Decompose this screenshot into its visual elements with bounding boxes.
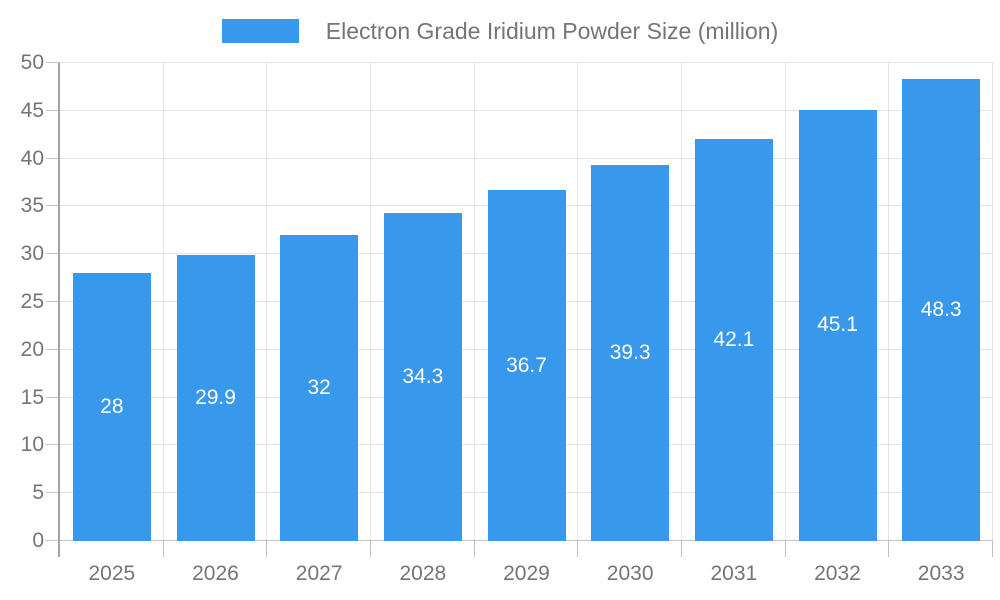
- x-axis-label: 2027: [295, 562, 343, 585]
- y-axis-tick: [46, 109, 60, 111]
- x-axis-label: 2032: [814, 562, 861, 585]
- y-axis-label: 30: [20, 242, 44, 266]
- bar-value-label: 45.1: [817, 313, 858, 337]
- bar-value-label: 42.1: [713, 327, 755, 351]
- v-gridline: [681, 63, 682, 541]
- x-axis-label: 2030: [606, 562, 654, 585]
- y-axis-label: 20: [20, 337, 44, 361]
- x-axis-label: 2025: [88, 562, 136, 585]
- x-axis-tick: [992, 541, 993, 557]
- bar-value-label: 29.9: [195, 386, 236, 410]
- legend[interactable]: Electron Grade Iridium Powder Size (mill…: [0, 17, 1000, 45]
- bar-2027[interactable]: 32: [280, 235, 359, 541]
- y-axis-label: 40: [20, 146, 44, 170]
- y-axis-label: 0: [32, 529, 44, 552]
- h-gridline: [60, 109, 993, 111]
- x-axis-tick: [266, 541, 268, 557]
- x-axis-tick: [162, 541, 164, 557]
- x-axis-label: 2028: [399, 562, 447, 585]
- y-axis-line: [58, 63, 60, 557]
- y-axis-tick: [46, 492, 60, 494]
- bar-value-label: 34.3: [402, 365, 444, 389]
- y-axis-tick: [46, 348, 60, 350]
- bar-value-label: 32: [307, 376, 331, 400]
- x-axis-tick: [577, 541, 579, 557]
- y-axis-tick: [46, 444, 60, 446]
- x-axis-label: 2033: [917, 562, 965, 585]
- y-axis-label: 45: [20, 98, 44, 122]
- y-axis-label: 15: [20, 385, 44, 409]
- y-axis-tick: [46, 253, 60, 255]
- y-axis-label: 25: [20, 290, 44, 313]
- bar-value-label: 28: [100, 395, 124, 419]
- legend-label: Electron Grade Iridium Powder Size (mill…: [325, 18, 779, 44]
- x-axis-tick: [784, 541, 786, 557]
- x-axis-label: 2026: [192, 562, 239, 585]
- x-axis-tick: [370, 541, 371, 557]
- y-axis-label: 10: [20, 433, 44, 457]
- v-gridline: [162, 63, 164, 541]
- x-axis-tick: [473, 541, 475, 557]
- v-gridline: [473, 63, 475, 541]
- v-gridline: [992, 63, 993, 541]
- v-gridline: [888, 63, 890, 541]
- x-axis-label: 2031: [710, 562, 758, 585]
- h-gridline: [60, 62, 993, 63]
- v-gridline: [370, 63, 371, 541]
- bar-2030[interactable]: 39.3: [591, 165, 670, 541]
- x-axis-label: 2029: [503, 562, 550, 585]
- legend-swatch[interactable]: [221, 19, 299, 43]
- y-axis-tick: [46, 205, 60, 207]
- y-axis-label: 50: [20, 51, 44, 74]
- bar-2031[interactable]: 42.1: [694, 138, 773, 541]
- y-axis-label: 35: [20, 194, 44, 218]
- bar-2033[interactable]: 48.3: [902, 79, 981, 541]
- y-axis-tick: [46, 301, 60, 302]
- bar-2025[interactable]: 28: [72, 273, 151, 541]
- y-axis-tick: [46, 157, 60, 159]
- v-gridline: [577, 63, 579, 541]
- bar-2029[interactable]: 36.7: [487, 190, 566, 541]
- bar-2026[interactable]: 29.9: [176, 255, 255, 541]
- bar-value-label: 39.3: [609, 341, 651, 365]
- y-axis-label: 5: [32, 481, 44, 505]
- v-gridline: [266, 63, 268, 541]
- x-axis-tick: [888, 541, 890, 557]
- y-axis-tick: [46, 62, 60, 63]
- h-gridline: [60, 157, 993, 159]
- bar-2028[interactable]: 34.3: [383, 213, 462, 541]
- v-gridline: [784, 63, 786, 541]
- bar-2032[interactable]: 45.1: [798, 109, 877, 541]
- bar-value-label: 48.3: [920, 298, 962, 322]
- y-axis-tick: [46, 396, 60, 398]
- bar-value-label: 36.7: [506, 353, 547, 377]
- x-axis-tick: [681, 541, 682, 557]
